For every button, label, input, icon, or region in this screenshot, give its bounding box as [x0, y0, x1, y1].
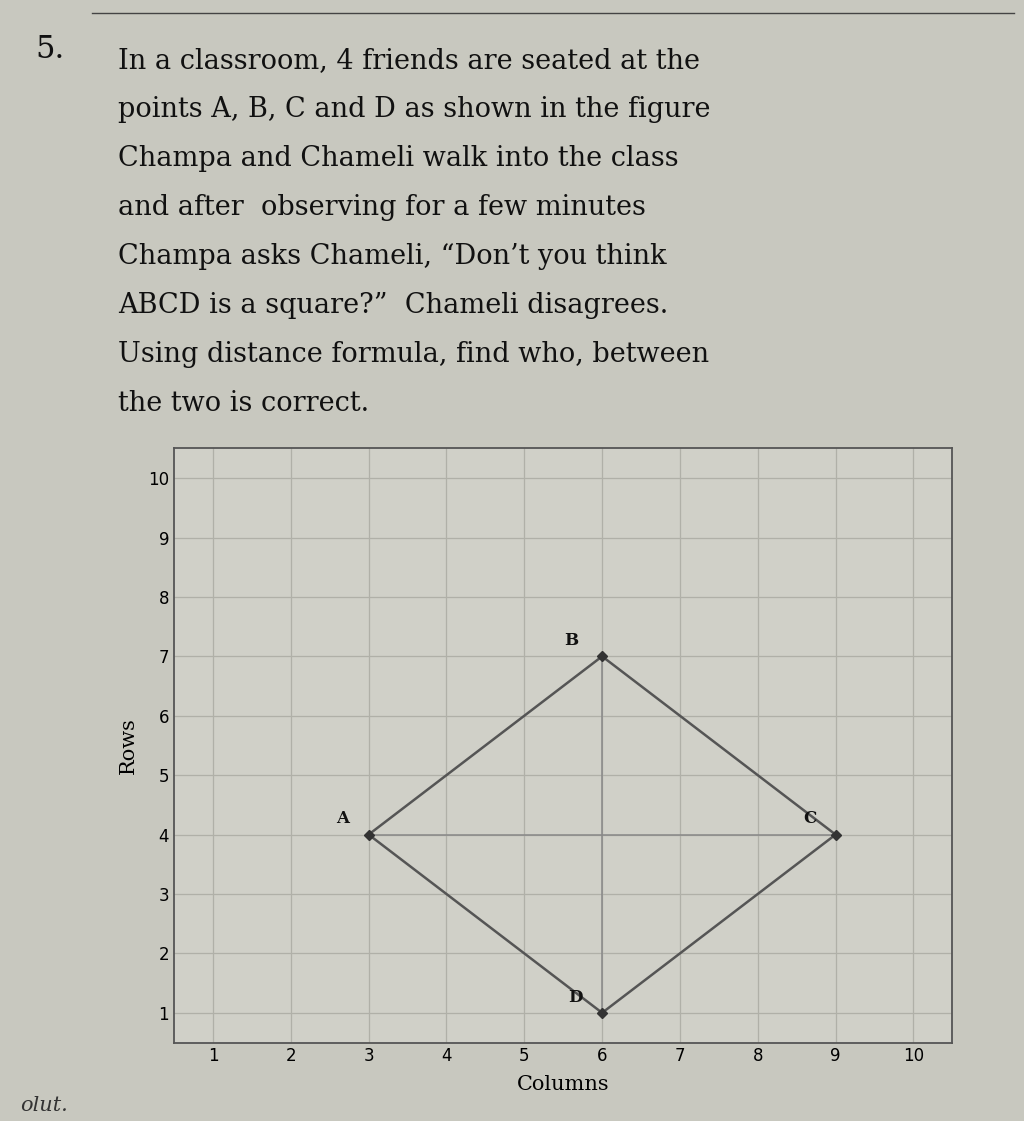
Text: In a classroom, 4 friends are seated at the: In a classroom, 4 friends are seated at …	[118, 47, 699, 74]
Text: Champa asks Chameli, “Don’t you think: Champa asks Chameli, “Don’t you think	[118, 243, 667, 270]
Text: B: B	[564, 632, 579, 649]
Text: olut.: olut.	[20, 1096, 69, 1115]
Text: ABCD is a square?”  Chameli disagrees.: ABCD is a square?” Chameli disagrees.	[118, 291, 668, 318]
Text: and after  observing for a few minutes: and after observing for a few minutes	[118, 194, 646, 221]
Text: D: D	[568, 989, 583, 1006]
Text: A: A	[336, 810, 349, 827]
Text: the two is correct.: the two is correct.	[118, 390, 369, 417]
Text: 5.: 5.	[36, 34, 66, 65]
X-axis label: Columns: Columns	[517, 1075, 609, 1094]
Text: points A, B, C and D as shown in the figure: points A, B, C and D as shown in the fig…	[118, 95, 711, 123]
Text: C: C	[803, 810, 816, 827]
Text: Using distance formula, find who, between: Using distance formula, find who, betwee…	[118, 341, 709, 368]
Y-axis label: Rows: Rows	[120, 717, 138, 773]
Text: Champa and Chameli walk into the class: Champa and Chameli walk into the class	[118, 145, 678, 172]
